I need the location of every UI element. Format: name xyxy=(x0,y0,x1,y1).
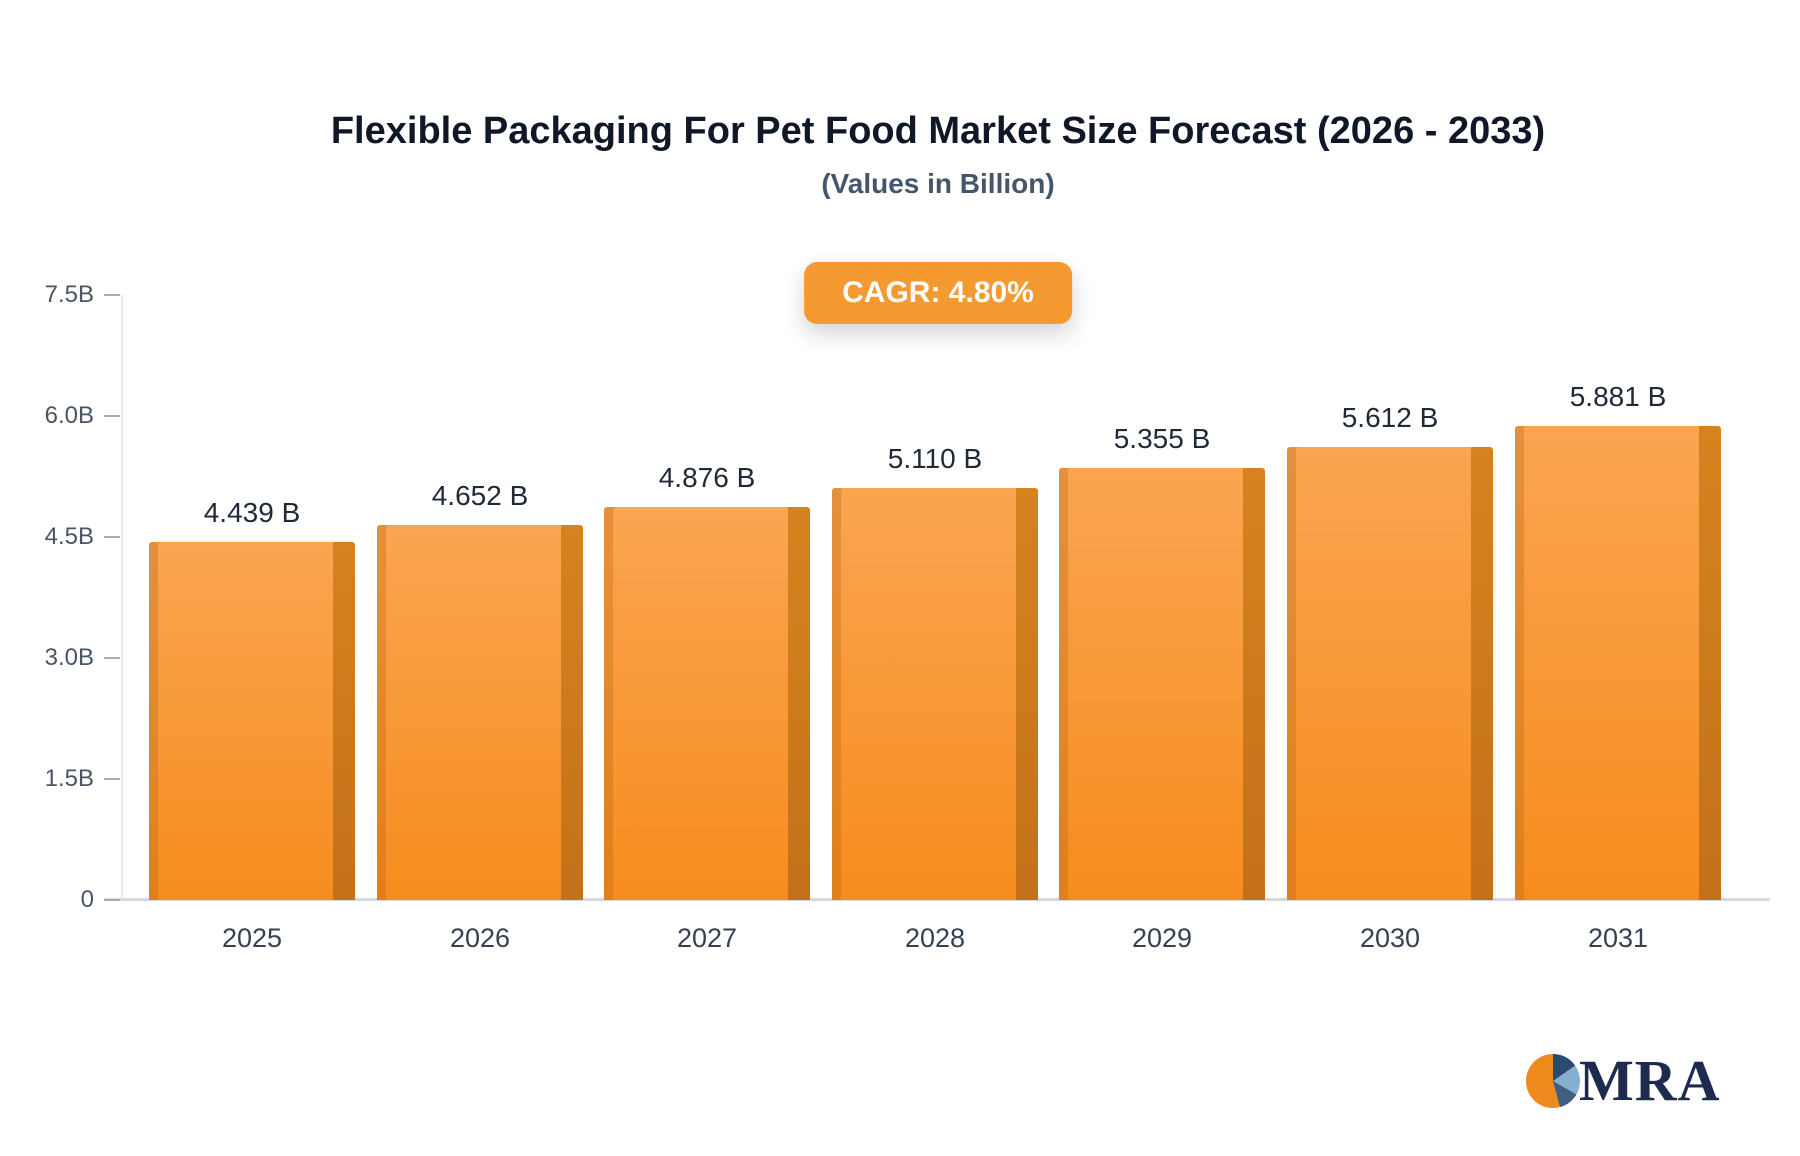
y-tick-label: 0 xyxy=(80,886,94,913)
bar-side-face xyxy=(561,525,583,900)
bar-face xyxy=(604,507,788,900)
y-tick-mark xyxy=(104,899,120,901)
y-tick-label: 3.0B xyxy=(44,644,94,671)
bar-side-face xyxy=(788,507,810,900)
mra-logo: MRA xyxy=(1526,1052,1721,1110)
x-axis-label: 2031 xyxy=(1587,923,1649,953)
bar-2025 xyxy=(149,542,355,900)
bar-face xyxy=(832,488,1016,900)
y-tick-mark xyxy=(104,657,120,659)
y-tick-mark xyxy=(104,415,120,417)
x-axis-label: 2028 xyxy=(904,923,966,953)
bar-value-label: 4.439 B xyxy=(203,497,301,528)
chart-title: Flexible Packaging For Pet Food Market S… xyxy=(330,110,1546,152)
bar-2027 xyxy=(604,507,810,900)
bar-2031 xyxy=(1515,426,1721,900)
y-axis-line xyxy=(121,295,123,900)
bar-face xyxy=(1287,447,1471,900)
cagr-badge: CAGR: 4.80% xyxy=(804,262,1072,324)
mra-logo-icon xyxy=(1526,1054,1580,1108)
x-axis-label: 2029 xyxy=(1131,923,1193,953)
bar-face xyxy=(1515,426,1699,900)
bar-face xyxy=(377,525,561,900)
bar-value-label: 5.355 B xyxy=(1113,423,1211,454)
y-tick-mark xyxy=(104,536,120,538)
bar-face xyxy=(1059,468,1243,900)
y-tick-label: 1.5B xyxy=(44,765,94,792)
y-tick-label: 4.5B xyxy=(44,523,94,550)
mra-logo-text: MRA xyxy=(1579,1048,1721,1113)
bar-2029 xyxy=(1059,468,1265,900)
bar-value-label: 4.876 B xyxy=(658,462,756,493)
bar-face xyxy=(149,542,333,900)
bar-side-face xyxy=(333,542,355,900)
bar-2030 xyxy=(1287,447,1493,900)
bar-2028 xyxy=(832,488,1038,900)
cagr-badge-label: CAGR: 4.80% xyxy=(842,276,1034,309)
bar-value-label: 4.652 B xyxy=(431,480,529,511)
bar-value-label: 5.612 B xyxy=(1341,402,1439,433)
bar-side-face xyxy=(1699,426,1721,900)
x-axis-label: 2030 xyxy=(1359,923,1421,953)
y-tick-mark xyxy=(104,294,120,296)
y-tick-label: 7.5B xyxy=(44,281,94,308)
bar-value-label: 5.110 B xyxy=(887,443,983,474)
bar-side-face xyxy=(1016,488,1038,900)
bar-side-face xyxy=(1243,468,1265,900)
bar-2026 xyxy=(377,525,583,900)
x-axis-label: 2026 xyxy=(449,923,511,953)
bar-side-face xyxy=(1471,447,1493,900)
x-axis-label: 2025 xyxy=(221,923,283,953)
bar-value-label: 5.881 B xyxy=(1569,381,1667,412)
x-axis-label: 2027 xyxy=(676,923,738,953)
chart-subtitle: (Values in Billion) xyxy=(821,168,1055,199)
y-tick-mark xyxy=(104,778,120,780)
y-tick-label: 6.0B xyxy=(44,402,94,429)
